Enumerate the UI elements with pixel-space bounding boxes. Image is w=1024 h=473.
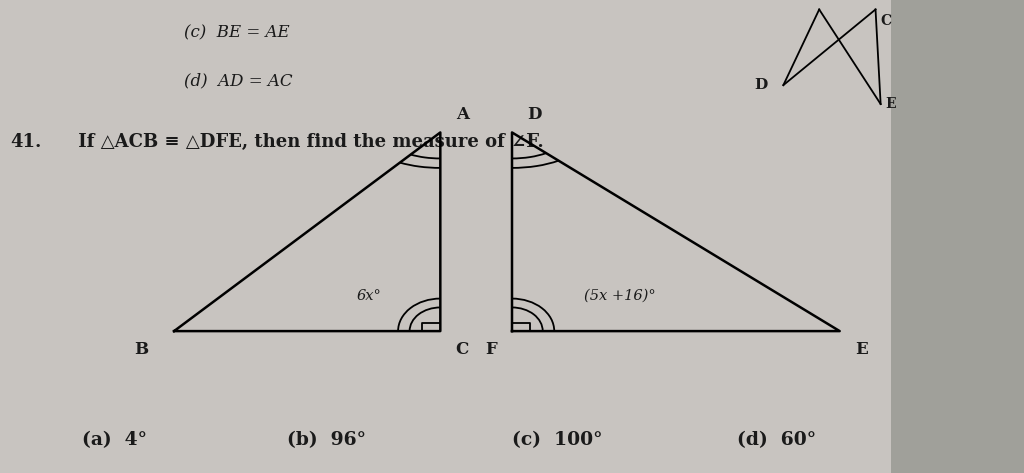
Text: (c)  100°: (c) 100° <box>512 431 602 449</box>
Text: (b)  96°: (b) 96° <box>287 431 366 449</box>
Text: A: A <box>456 106 469 123</box>
Text: E: E <box>886 97 896 111</box>
Text: B: B <box>134 341 148 358</box>
Text: (d)  AD = AC: (d) AD = AC <box>184 72 293 89</box>
Text: F: F <box>485 341 497 358</box>
FancyBboxPatch shape <box>891 0 1024 473</box>
Text: 6x°: 6x° <box>356 289 381 303</box>
Text: (c)  BE = AE: (c) BE = AE <box>184 25 290 42</box>
Text: 41.: 41. <box>10 133 42 151</box>
Text: C: C <box>881 14 892 28</box>
Text: C: C <box>456 341 469 358</box>
Text: (5x +16)°: (5x +16)° <box>584 289 655 303</box>
Text: If △ACB ≡ △DFE, then find the measure of ∠F.: If △ACB ≡ △DFE, then find the measure of… <box>72 133 544 151</box>
Text: (d)  60°: (d) 60° <box>737 431 816 449</box>
Text: E: E <box>855 341 867 358</box>
Text: D: D <box>527 106 542 123</box>
Text: D: D <box>755 78 768 92</box>
Text: (a)  4°: (a) 4° <box>82 431 146 449</box>
